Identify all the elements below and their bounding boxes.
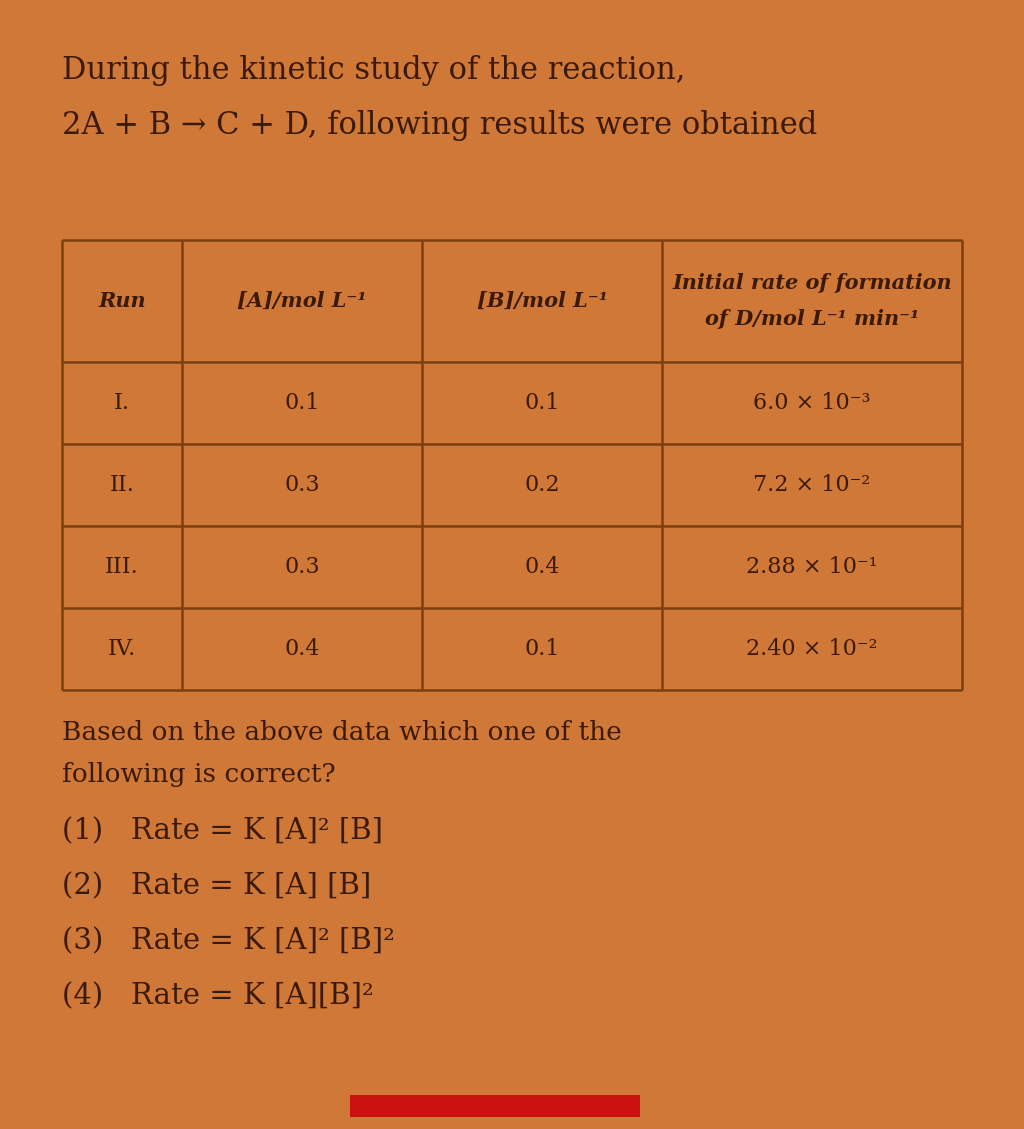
Text: 2.40 × 10⁻²: 2.40 × 10⁻² bbox=[746, 638, 878, 660]
Text: Initial rate of formation: Initial rate of formation bbox=[672, 273, 952, 292]
Text: III.: III. bbox=[105, 555, 139, 578]
Text: (3)   Rate = K [A]² [B]²: (3) Rate = K [A]² [B]² bbox=[62, 927, 395, 955]
Text: Based on the above data which one of the: Based on the above data which one of the bbox=[62, 720, 622, 745]
Text: II.: II. bbox=[110, 474, 134, 496]
Text: 0.3: 0.3 bbox=[285, 474, 319, 496]
Text: [B]/mol L⁻¹: [B]/mol L⁻¹ bbox=[476, 291, 607, 310]
Text: 0.1: 0.1 bbox=[524, 392, 560, 413]
Text: 7.2 × 10⁻²: 7.2 × 10⁻² bbox=[754, 474, 870, 496]
Text: (2)   Rate = K [A] [B]: (2) Rate = K [A] [B] bbox=[62, 872, 372, 900]
Text: 6.0 × 10⁻³: 6.0 × 10⁻³ bbox=[754, 392, 870, 413]
Text: 0.1: 0.1 bbox=[524, 638, 560, 660]
Text: IV.: IV. bbox=[108, 638, 136, 660]
Text: 0.4: 0.4 bbox=[524, 555, 560, 578]
Text: 0.1: 0.1 bbox=[285, 392, 319, 413]
Text: 2.88 × 10⁻¹: 2.88 × 10⁻¹ bbox=[746, 555, 878, 578]
Text: (1)   Rate = K [A]² [B]: (1) Rate = K [A]² [B] bbox=[62, 817, 383, 844]
Text: (4)   Rate = K [A][B]²: (4) Rate = K [A][B]² bbox=[62, 982, 374, 1010]
Text: following is correct?: following is correct? bbox=[62, 762, 336, 787]
Text: [A]/mol L⁻¹: [A]/mol L⁻¹ bbox=[238, 291, 367, 310]
Text: Run: Run bbox=[98, 291, 145, 310]
Text: During the kinetic study of the reaction,: During the kinetic study of the reaction… bbox=[62, 55, 685, 86]
Text: of D/mol L⁻¹ min⁻¹: of D/mol L⁻¹ min⁻¹ bbox=[705, 308, 920, 329]
Text: 0.4: 0.4 bbox=[285, 638, 319, 660]
Text: 0.3: 0.3 bbox=[285, 555, 319, 578]
Text: 2A + B → C + D, following results were obtained: 2A + B → C + D, following results were o… bbox=[62, 110, 817, 141]
Text: I.: I. bbox=[114, 392, 130, 413]
Bar bbox=[350, 1095, 640, 1117]
Text: 0.2: 0.2 bbox=[524, 474, 560, 496]
